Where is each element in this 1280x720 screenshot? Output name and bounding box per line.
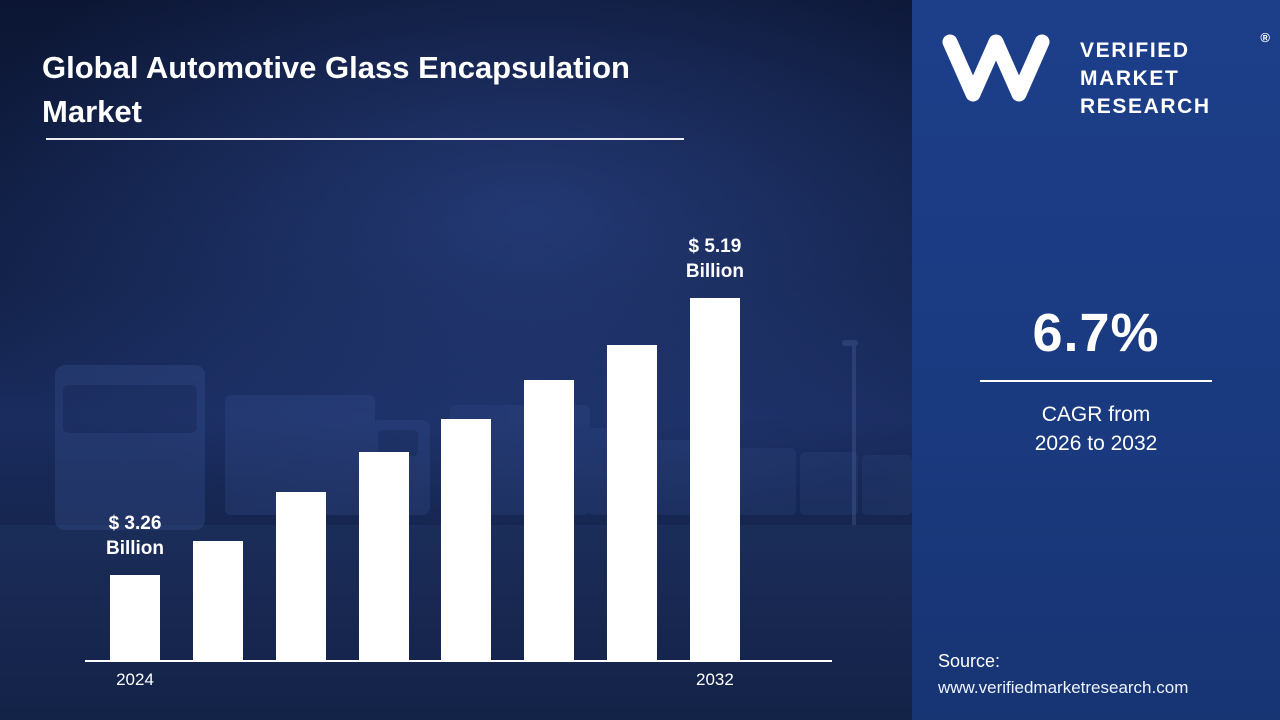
source-url: www.verifiedmarketresearch.com — [938, 677, 1189, 697]
chart-bar — [358, 452, 409, 660]
vmr-monogram-icon — [942, 34, 1050, 102]
bar-slot: $ 3.26 Billion 2024 — [106, 285, 164, 689]
x-axis-tick: 2024 — [116, 670, 154, 689]
registered-trademark-mark: ® — [1260, 30, 1270, 45]
bar-value-label: $ 3.26 Billion — [105, 512, 165, 559]
source-label: Source: — [938, 650, 1001, 671]
chart-bar — [607, 345, 658, 660]
cagr-caption-line-2: 2026 to 2032 — [1034, 432, 1158, 456]
bar-slot: $ 5.19 Billion 2032 — [686, 236, 744, 689]
bar-slot — [192, 285, 243, 660]
chart-bar — [275, 492, 326, 660]
vmr-logo: VERIFIED MARKET RESEARCH — [940, 30, 1262, 121]
bar-chart: $ 3.26 Billion 2024 $ 5.19 Billion 2032 — [85, 236, 832, 689]
cagr-caption: CAGR from 2026 to 2032 — [912, 400, 1280, 459]
source-block: Source: www.verifiedmarketresearch.com — [938, 648, 1188, 701]
bar-slot — [524, 285, 575, 660]
chart-bar — [192, 541, 243, 660]
cagr-block: 6.7% CAGR from 2026 to 2032 — [912, 302, 1280, 459]
bar-slot — [441, 285, 492, 660]
chart-bar — [689, 298, 740, 660]
chart-bar — [110, 575, 160, 660]
bar-slot — [358, 285, 409, 660]
cagr-caption-line-1: CAGR from — [1041, 403, 1151, 426]
cagr-divider — [980, 380, 1212, 382]
chart-section: Global Automotive Glass Encapsulation Ma… — [0, 0, 912, 720]
chart-bar — [441, 419, 492, 660]
brand-line-2: MARKET — [1080, 66, 1180, 90]
cagr-value: 6.7% — [1032, 303, 1160, 363]
page-title: Global Automotive Glass Encapsulation Ma… — [42, 50, 630, 130]
chart-bar — [524, 380, 575, 660]
bar-value-label: $ 5.19 Billion — [685, 235, 744, 282]
title-underline — [46, 138, 684, 140]
x-axis-tick: 2032 — [695, 670, 734, 689]
brand-name: VERIFIED MARKET RESEARCH — [1080, 30, 1211, 121]
brand-line-3: RESEARCH — [1080, 94, 1211, 118]
info-panel: VERIFIED MARKET RESEARCH ® 6.7% CAGR fro… — [912, 0, 1280, 720]
bar-slot — [275, 285, 326, 660]
brand-line-1: VERIFIED — [1080, 39, 1190, 62]
bar-slot — [607, 285, 658, 660]
